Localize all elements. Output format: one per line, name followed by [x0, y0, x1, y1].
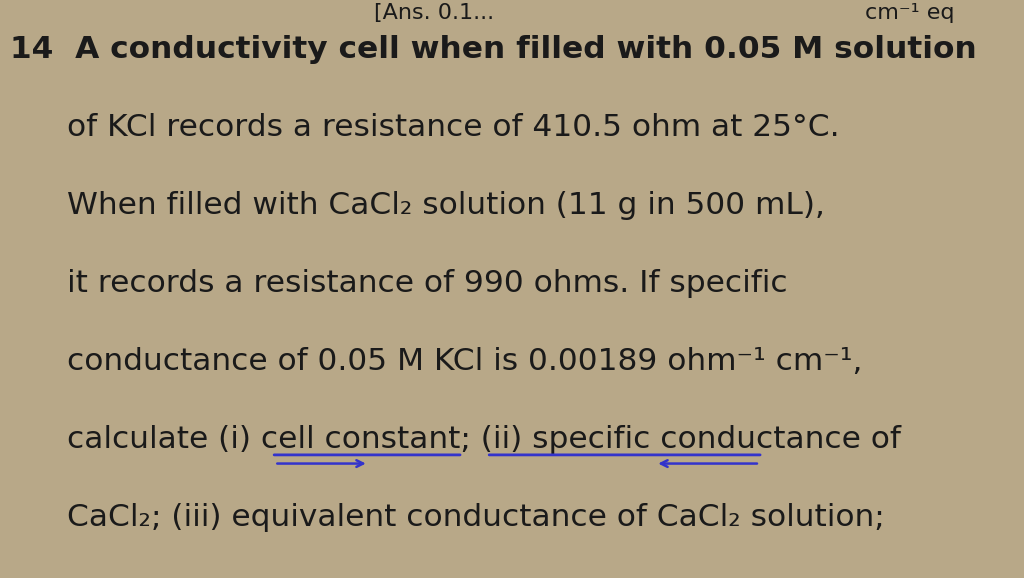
Text: 14  A conductivity cell when filled with 0.05 M solution: 14 A conductivity cell when filled with …	[10, 35, 977, 64]
Text: it records a resistance of 990 ohms. If specific: it records a resistance of 990 ohms. If …	[67, 269, 787, 298]
Text: conductance of 0.05 M KCl is 0.00189 ohm⁻¹ cm⁻¹,: conductance of 0.05 M KCl is 0.00189 ohm…	[67, 347, 862, 376]
Text: cm⁻¹ eq: cm⁻¹ eq	[865, 3, 954, 23]
Text: of KCl records a resistance of 410.5 ohm at 25°C.: of KCl records a resistance of 410.5 ohm…	[67, 113, 840, 142]
Text: [Ans. 0.1...: [Ans. 0.1...	[374, 3, 494, 23]
Text: calculate (i) cell constant; (ii) specific conductance of: calculate (i) cell constant; (ii) specif…	[67, 425, 900, 454]
Text: When filled with CaCl₂ solution (11 g in 500 mL),: When filled with CaCl₂ solution (11 g in…	[67, 191, 824, 220]
Text: CaCl₂; (iii) equivalent conductance of CaCl₂ solution;: CaCl₂; (iii) equivalent conductance of C…	[67, 503, 885, 532]
